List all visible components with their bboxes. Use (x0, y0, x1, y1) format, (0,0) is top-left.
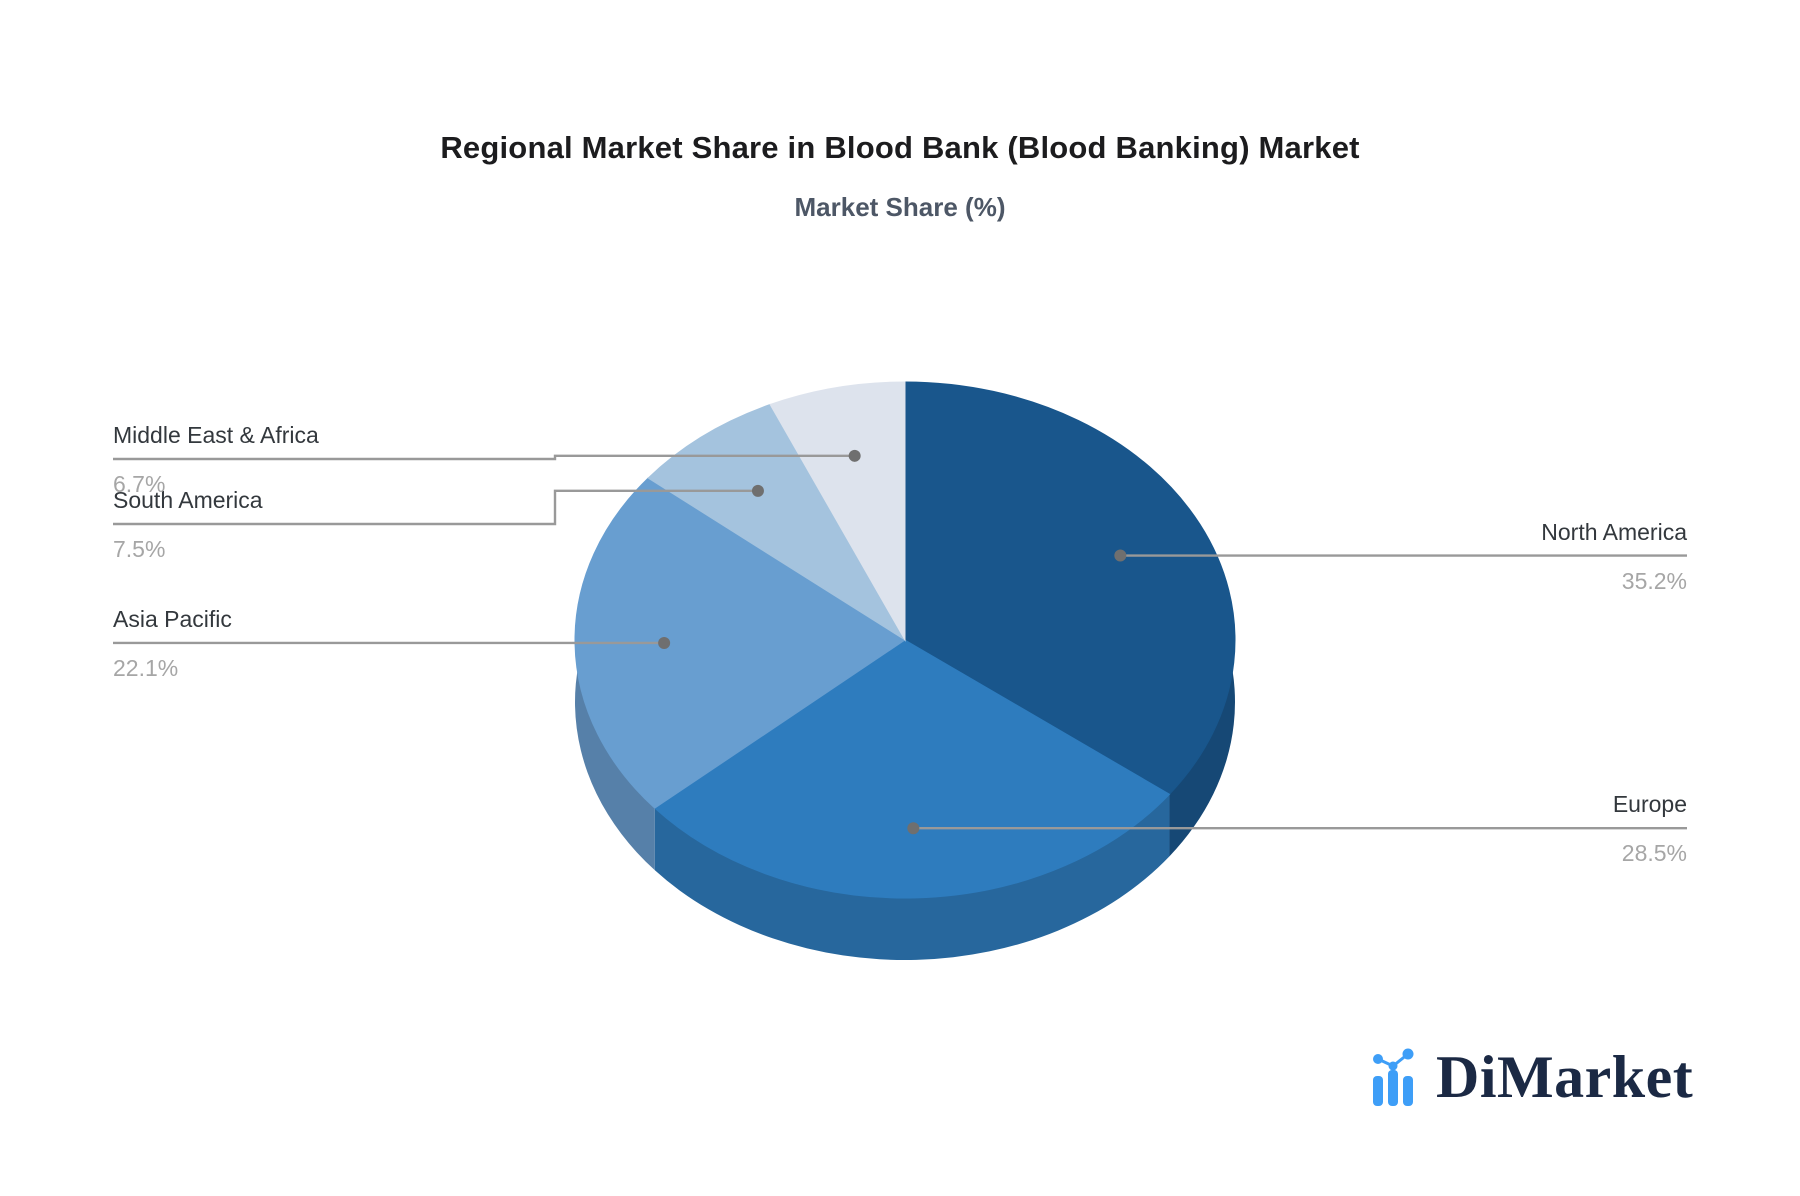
leader-line-middle-east-africa (113, 454, 855, 461)
chart-title: Regional Market Share in Blood Bank (Blo… (440, 130, 1360, 165)
label-value-south-america: 7.5% (113, 536, 166, 562)
pie-slice-south-america[interactable] (647, 403, 906, 641)
label-asia-pacific: Asia Pacific (113, 605, 232, 632)
bar-chart-logo-icon (1373, 1048, 1414, 1106)
pie-slice-middle-east-africa[interactable] (769, 381, 906, 642)
leader-dot-south-america (751, 484, 764, 497)
label-middle-east-africa: Middle East & Africa (113, 422, 319, 448)
brand-logo: DiMarket (1372, 1040, 1693, 1108)
pie-slice-wall-europe (654, 794, 1170, 960)
pie-slice-europe[interactable] (653, 639, 1171, 899)
label-value-middle-east-africa: 6.7% (113, 471, 166, 497)
label-value-asia-pacific: 22.1% (113, 654, 179, 681)
leader-dot-north-america (1114, 549, 1127, 562)
label-value-europe: 28.5% (1621, 840, 1687, 867)
label-value-north-america: 35.2% (1621, 567, 1687, 594)
brand-name: DiMarket (1436, 1044, 1694, 1110)
label-europe: Europe (1612, 791, 1687, 818)
leader-line-south-america (113, 489, 758, 526)
pie-slice-north-america[interactable] (904, 381, 1236, 795)
label-north-america: North America (1541, 518, 1687, 545)
leader-dot-europe (907, 822, 920, 835)
chart-subtitle: Market Share (%) (794, 192, 1006, 222)
label-south-america: South America (113, 487, 263, 513)
leader-dot-asia-pacific (658, 636, 671, 649)
leader-dot-middle-east-africa (848, 449, 861, 462)
